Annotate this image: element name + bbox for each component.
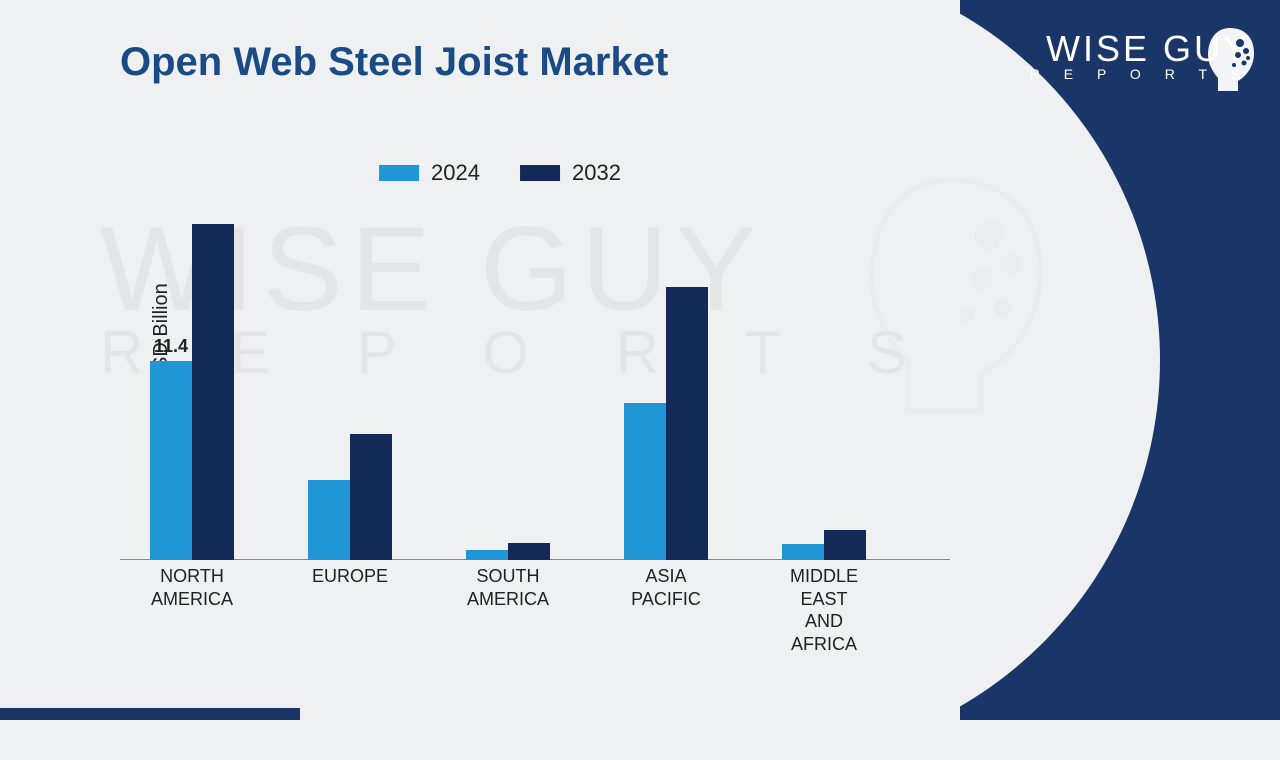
x-axis-label: SOUTHAMERICA (438, 565, 578, 610)
plot-area: 11.4 (120, 210, 950, 560)
chart-title: Open Web Steel Joist Market (120, 40, 668, 85)
x-axis-label: MIDDLEEASTANDAFRICA (754, 565, 894, 655)
bar-2024 (782, 544, 824, 560)
bottom-accent-bar (0, 708, 300, 720)
bar-2024 (466, 550, 508, 561)
bar-2024 (624, 403, 666, 561)
legend-label: 2024 (431, 160, 480, 186)
bar-chart: Market Size in USD Billion 20242032 11.4… (50, 160, 950, 640)
legend-label: 2032 (572, 160, 621, 186)
head-icon (1200, 23, 1260, 93)
x-axis-label: ASIAPACIFIC (596, 565, 736, 610)
bar-2024 (308, 480, 350, 561)
legend-swatch (520, 165, 560, 181)
x-axis-label: NORTHAMERICA (122, 565, 262, 610)
bar-2032 (192, 224, 234, 560)
bar-2032 (666, 287, 708, 560)
brand-logo: WISE GUY R E P O R T S (1030, 28, 1250, 82)
bar-2032 (350, 434, 392, 560)
bar-value-label: 11.4 (154, 336, 188, 357)
x-axis-label: EUROPE (280, 565, 420, 588)
legend-item: 2024 (379, 160, 480, 186)
legend: 2024 2032 (379, 160, 621, 186)
bar-2032 (508, 543, 550, 561)
bar-2032 (824, 530, 866, 560)
legend-swatch (379, 165, 419, 181)
legend-item: 2032 (520, 160, 621, 186)
bar-2024: 11.4 (150, 361, 192, 561)
